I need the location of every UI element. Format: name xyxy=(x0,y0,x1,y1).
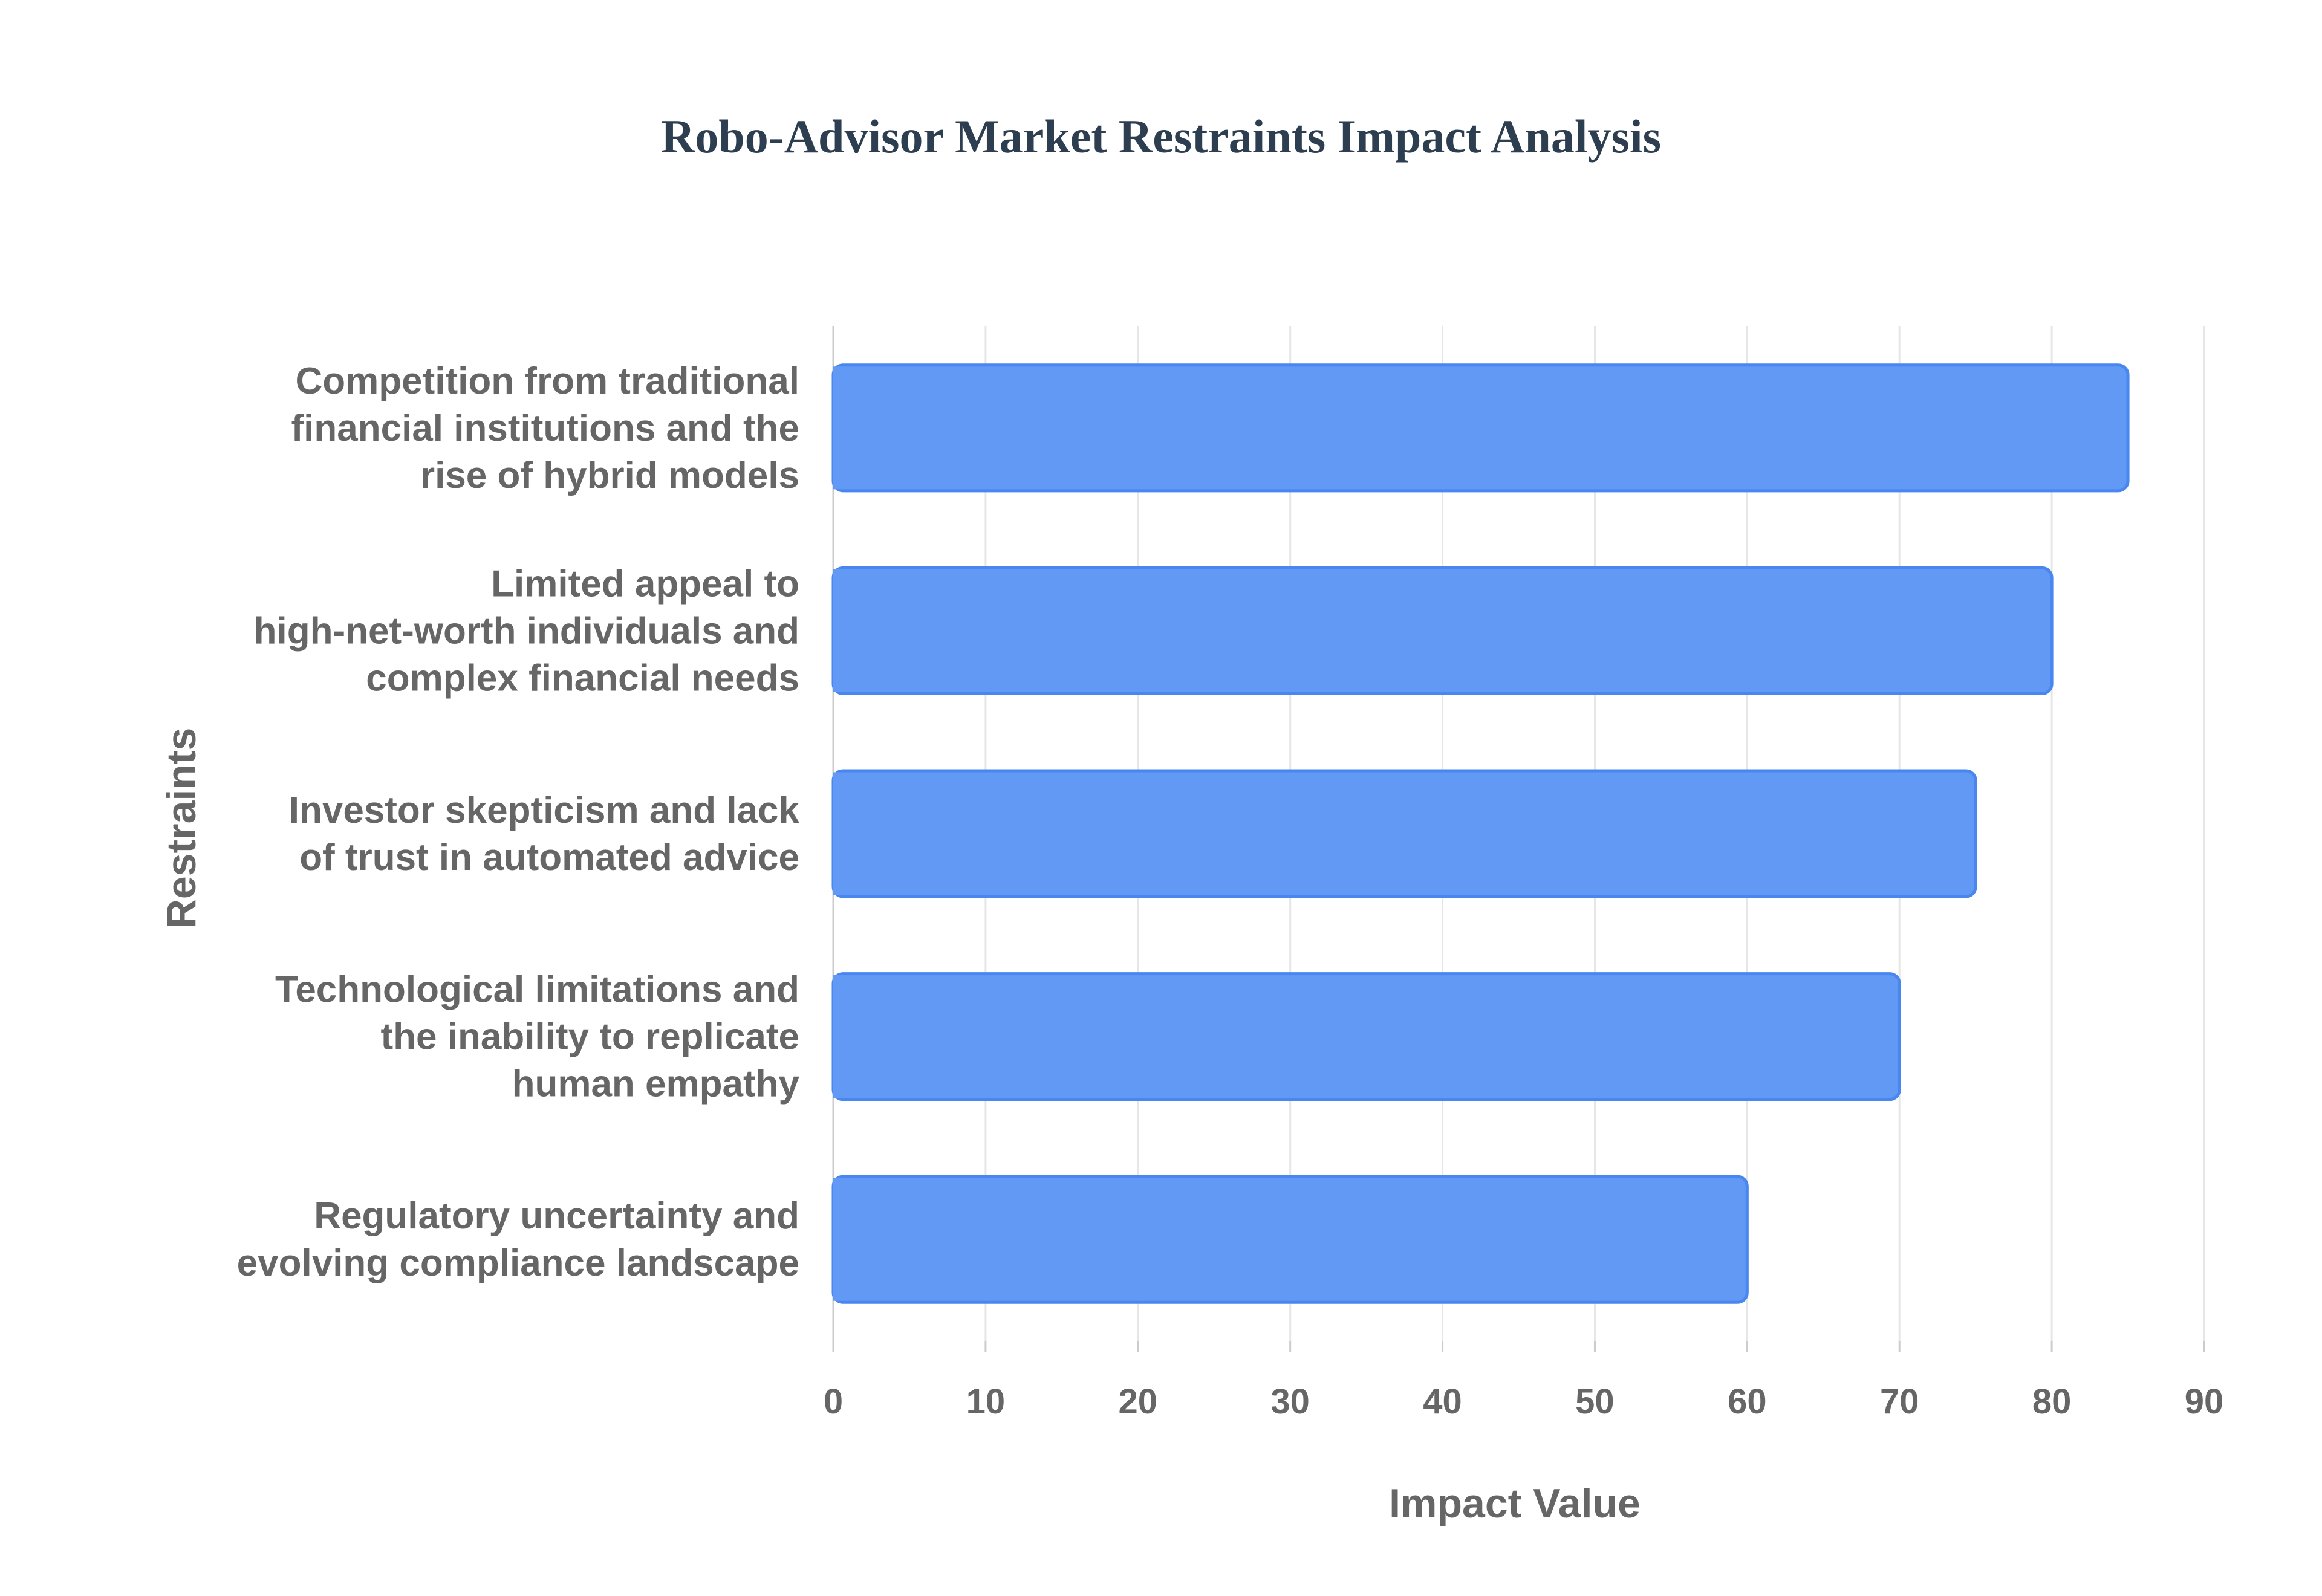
x-tick-label: 60 xyxy=(1728,1382,1767,1421)
category-label: Limited appeal to high-net-worth individu… xyxy=(254,563,799,699)
x-tick-label: 0 xyxy=(824,1382,843,1421)
x-tick-label: 90 xyxy=(2185,1382,2224,1421)
bar-base xyxy=(833,975,845,1098)
x-tick-labels: 0 10 20 30 40 50 60 70 80 90 xyxy=(824,1382,2223,1421)
chart-title: Robo-Advisor Market Restraints Impact An… xyxy=(661,110,1661,163)
category-label: Technological limitations and the inabili… xyxy=(275,969,799,1105)
bar xyxy=(831,363,2130,493)
category-label: Regulatory uncertainty and evolving compl… xyxy=(237,1195,799,1284)
bar-base xyxy=(833,772,845,895)
x-tick-label: 20 xyxy=(1119,1382,1158,1421)
x-tick-label: 40 xyxy=(1423,1382,1462,1421)
x-tick-label: 50 xyxy=(1575,1382,1615,1421)
bar-base xyxy=(833,366,845,490)
bar-base xyxy=(833,1178,845,1301)
x-tick-label: 70 xyxy=(1880,1382,1919,1421)
x-tick-label: 10 xyxy=(966,1382,1006,1421)
bar xyxy=(831,1175,1749,1304)
bar xyxy=(831,769,1977,898)
category-labels: Competition from traditional financial in… xyxy=(237,360,800,1284)
y-axis-title: Restraints xyxy=(158,728,204,929)
bar xyxy=(831,972,1901,1101)
category-label: Competition from traditional financial in… xyxy=(291,360,799,496)
bar-base xyxy=(833,569,845,692)
x-axis-title: Impact Value xyxy=(1389,1481,1641,1526)
x-tick-label: 80 xyxy=(2032,1382,2072,1421)
bar xyxy=(831,566,2054,695)
category-label: Investor skepticism and lack of trust in … xyxy=(289,790,800,878)
x-tick-label: 30 xyxy=(1270,1382,1310,1421)
bars xyxy=(831,363,2130,1304)
